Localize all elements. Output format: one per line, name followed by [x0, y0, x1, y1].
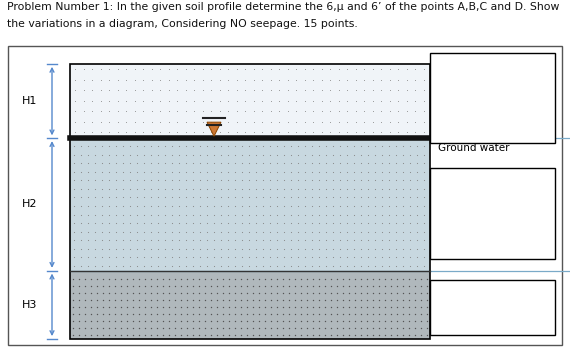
Text: H1: H1	[22, 96, 38, 106]
Text: Layer 2: Layer 2	[438, 200, 477, 209]
Text: Gs = 2.65: Gs = 2.65	[435, 124, 487, 134]
Text: H1 = 4.0 m: H1 = 4.0 m	[435, 62, 495, 72]
Bar	[430, 53, 555, 143]
Text: H3 = 3.0 m: H3 = 3.0 m	[435, 291, 495, 301]
Text: Ground water: Ground water	[438, 143, 510, 153]
Text: e = 0.4: e = 0.4	[435, 93, 473, 103]
Text: the variations in a diagram, Considering NO seepage. 15 points.: the variations in a diagram, Considering…	[7, 19, 357, 29]
Bar	[70, 64, 430, 339]
Bar	[70, 64, 430, 138]
Text: H2 = 5.0 m: H2 = 5.0 m	[435, 177, 495, 187]
Bar	[430, 168, 555, 259]
Text: Layer 3: Layer 3	[438, 300, 477, 310]
Text: e= 0.6: e= 0.6	[435, 208, 470, 218]
Bar	[70, 271, 430, 339]
Text: Layer 1: Layer 1	[438, 84, 477, 94]
Text: Gs = 2.68: Gs = 2.68	[435, 240, 487, 250]
Text: H3: H3	[22, 300, 38, 310]
Text: H2: H2	[22, 200, 38, 209]
Text: e = 0.81, Gs = 2.73: e = 0.81, Gs = 2.73	[435, 317, 530, 325]
Bar	[70, 138, 430, 271]
Polygon shape	[207, 122, 221, 136]
Text: Problem Number 1: In the given soil profile determine the 6,μ and 6’ of the poin: Problem Number 1: In the given soil prof…	[7, 2, 559, 12]
Bar	[430, 280, 555, 335]
